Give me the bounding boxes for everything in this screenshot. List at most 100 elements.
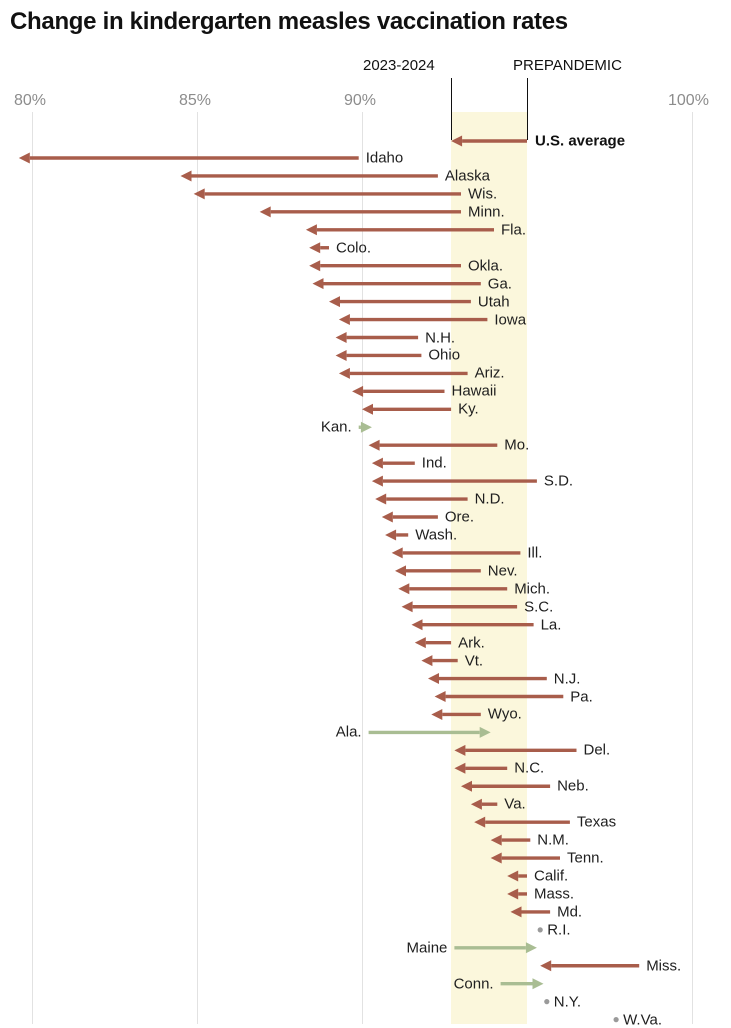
state-label-neb: Neb. — [557, 777, 589, 795]
state-arrow — [474, 816, 570, 828]
state-arrow — [305, 224, 494, 236]
bracket-2023-2024 — [451, 78, 453, 140]
state-arrow — [309, 260, 461, 272]
state-arrow — [454, 942, 537, 954]
state-arrow — [510, 906, 551, 918]
gridline-80 — [32, 112, 33, 1024]
state-label-ill: Ill. — [527, 544, 543, 562]
state-arrow — [368, 439, 498, 451]
state-arrow — [398, 583, 508, 595]
state-label-idaho: Idaho — [365, 149, 404, 167]
state-arrow — [454, 762, 508, 774]
state-arrow — [18, 152, 359, 164]
state-arrow — [338, 367, 468, 379]
state-label-ri: R.I. — [547, 921, 571, 939]
state-label-ind: Ind. — [421, 454, 447, 472]
state-label-wyo: Wyo. — [487, 705, 522, 723]
state-arrow — [193, 188, 461, 200]
state-arrow — [368, 726, 491, 738]
axis-tick-80: 80% — [14, 92, 47, 109]
state-arrow — [352, 385, 445, 397]
axis-tick-100: 100% — [668, 92, 709, 109]
state-arrow — [362, 403, 452, 415]
gridline-85 — [197, 112, 198, 1024]
no-change-dot — [537, 927, 543, 933]
state-arrow — [381, 511, 438, 523]
state-label-tenn: Tenn. — [567, 849, 604, 867]
state-label-ala: Ala. — [335, 723, 362, 741]
header-2023-2024: 2023-2024 — [363, 57, 435, 74]
us-average-label: U.S. average — [535, 132, 626, 150]
state-arrow — [338, 314, 488, 326]
state-label-minn: Minn. — [468, 203, 505, 221]
state-label-ky: Ky. — [458, 400, 479, 418]
bracket-prepandemic — [527, 78, 528, 140]
axis-tick-90: 90% — [344, 92, 377, 109]
state-arrow — [335, 332, 419, 343]
state-arrow — [421, 655, 458, 667]
gridline-90 — [362, 112, 363, 1024]
state-label-colo: Colo. — [336, 239, 372, 257]
state-label-nc: N.C. — [514, 759, 545, 777]
state-label-conn: Conn. — [453, 975, 494, 993]
state-label-ore: Ore. — [444, 508, 475, 526]
state-arrow — [431, 708, 481, 720]
state-arrow — [358, 421, 372, 433]
state-label-okla: Okla. — [468, 257, 504, 275]
state-arrow — [259, 206, 461, 218]
state-label-hawaii: Hawaii — [451, 382, 497, 400]
state-arrow — [540, 960, 640, 972]
state-arrow — [500, 978, 544, 990]
gridline-100 — [692, 112, 693, 1024]
state-arrow — [414, 637, 452, 649]
state-arrow — [335, 349, 422, 361]
state-label-vt: Vt. — [464, 652, 484, 670]
state-arrow — [507, 888, 527, 900]
state-label-ohio: Ohio — [428, 346, 461, 364]
state-arrow — [434, 691, 564, 702]
state-label-fla: Fla. — [501, 221, 527, 239]
state-arrow — [470, 798, 498, 810]
state-label-texas: Texas — [576, 813, 617, 831]
state-label-ga: Ga. — [487, 275, 512, 293]
state-arrow — [180, 170, 438, 182]
state-arrow — [329, 296, 471, 308]
state-label-nh: N.H. — [425, 329, 456, 346]
state-label-la: La. — [540, 616, 562, 634]
state-label-va: Va. — [504, 795, 526, 813]
state-label-md: Md. — [557, 903, 583, 921]
header-prepandemic: PREPANDEMIC — [513, 57, 622, 74]
state-label-wis: Wis. — [468, 185, 498, 203]
state-arrow — [395, 565, 481, 577]
state-label-calif: Calif. — [534, 867, 569, 885]
state-label-ny: N.Y. — [553, 993, 582, 1011]
state-label-nj: N.J. — [553, 670, 581, 688]
state-arrow — [411, 619, 534, 631]
state-label-miss: Miss. — [646, 957, 682, 975]
highlight-band — [451, 112, 527, 1024]
state-label-wva: W.Va. — [623, 1011, 662, 1028]
state-arrow — [454, 744, 577, 756]
state-label-nev: Nev. — [487, 562, 518, 580]
page-title: Change in kindergarten measles vaccinati… — [10, 8, 568, 35]
state-arrow — [428, 673, 547, 685]
state-arrow — [490, 834, 531, 846]
state-arrow — [490, 852, 560, 864]
state-arrow — [391, 547, 521, 559]
state-label-mo: Mo. — [504, 436, 530, 454]
state-label-nm: N.M. — [537, 831, 569, 849]
state-label-ark: Ark. — [458, 634, 485, 652]
state-label-alaska: Alaska — [444, 167, 490, 185]
state-arrow — [371, 475, 537, 487]
state-label-iowa: Iowa — [494, 311, 527, 329]
state-arrow — [375, 493, 468, 505]
state-arrow — [401, 601, 518, 613]
state-arrow — [385, 529, 409, 541]
state-arrow — [371, 457, 415, 469]
state-label-sc: S.C. — [524, 598, 554, 616]
state-arrow — [312, 278, 481, 290]
state-label-sd: S.D. — [543, 472, 574, 490]
us-average-arrow — [451, 135, 527, 147]
